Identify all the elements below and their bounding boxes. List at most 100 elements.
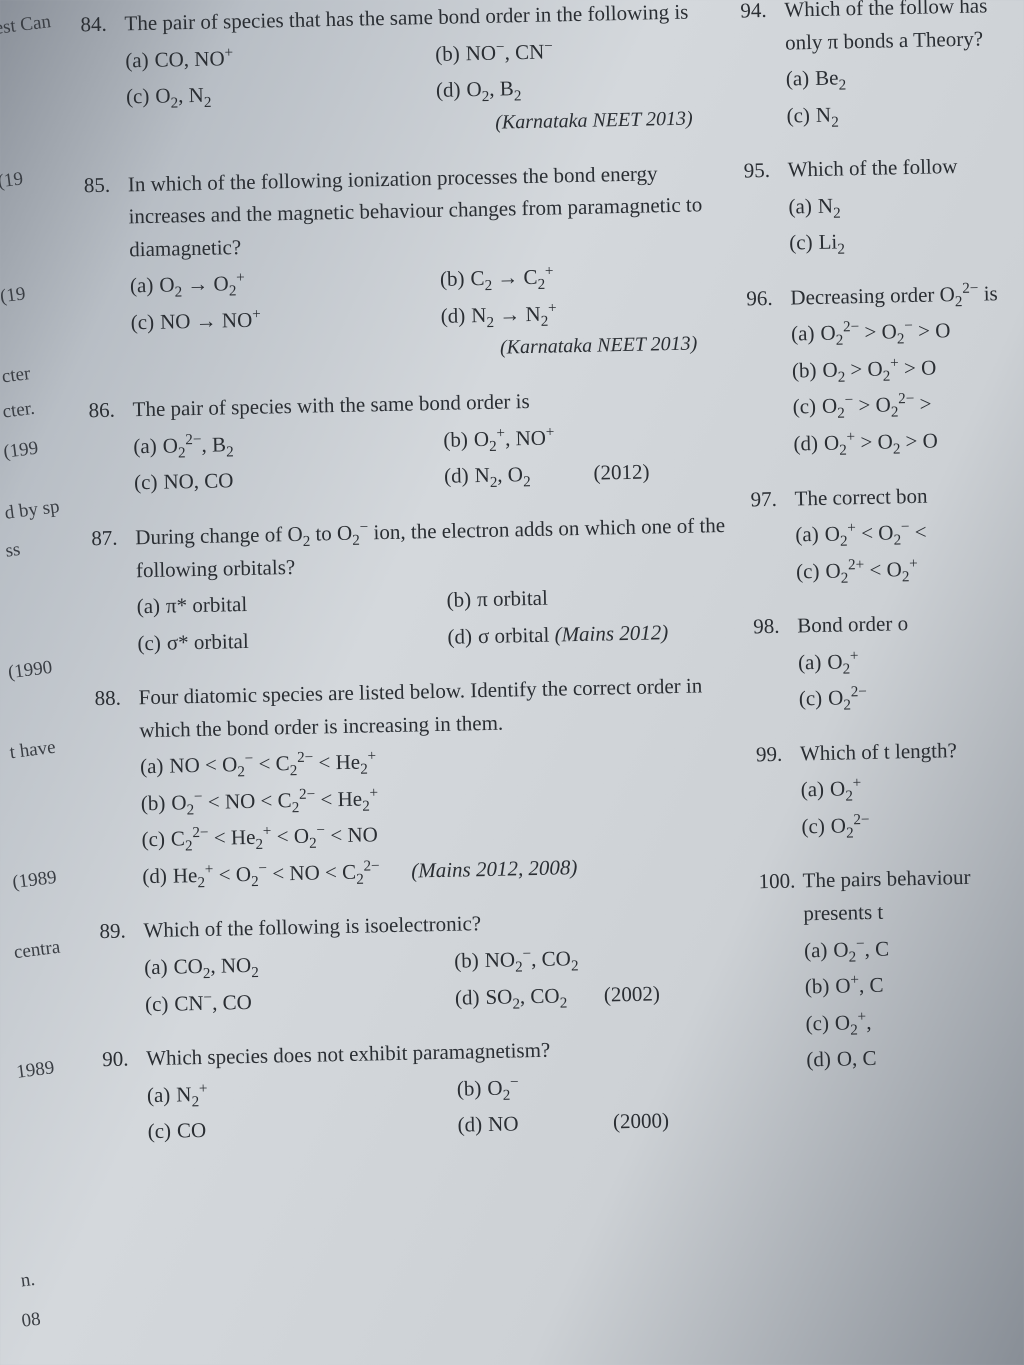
question-85: 85. In which of the following ionization… — [84, 156, 728, 373]
option: (c)O22+ < O2+ — [796, 551, 1013, 588]
option-label: (d) — [444, 460, 469, 493]
option-label: (d) — [806, 1043, 831, 1076]
option-label: (c) — [137, 626, 161, 659]
options: (a)O2+ < O2− <(c)O22+ < O2+ — [795, 514, 1012, 588]
adjacent-page-text: (199 — [2, 438, 39, 464]
option-text: CO, NO+ — [154, 42, 233, 76]
question-86: 86. The pair of species with the same bo… — [88, 381, 730, 500]
option-text: O2+ > O2 > O — [824, 424, 939, 459]
options: (a)O2−, C(b)O+, C(c)O2+,(d)O, C — [804, 929, 1023, 1076]
question-stem: Which of the follow has only π bonds a T… — [784, 0, 1001, 59]
option: (a)O2+ — [798, 642, 1015, 679]
right-column: 94. Which of the follow has only π bonds… — [740, 0, 1023, 1099]
adjacent-page-text: cter — [1, 363, 32, 388]
option-text: N2, O2 (2012) — [474, 456, 650, 492]
adjacent-page-text: n. — [20, 1269, 37, 1293]
option: (b)C2 → C2+ — [440, 257, 727, 296]
option-text: O2, B2 — [466, 72, 521, 106]
options: (a)O2+(c)O22− — [798, 642, 1015, 716]
option-text: O22−, B2 — [162, 428, 234, 462]
option-text: O22− — [828, 681, 867, 714]
question-100: 100. The pairs behaviour presents t (a)O… — [758, 860, 1022, 1077]
options: (a)NO < O2− < C22− < He2+(b)O2− < NO < C… — [140, 738, 739, 893]
option-label: (a) — [130, 269, 154, 302]
question-stem: During change of O2 to O2− ion, the elec… — [135, 509, 732, 587]
option-text: O2−, C — [833, 932, 889, 966]
option: (b)NO−, CN− — [435, 31, 722, 70]
question-94: 94. Which of the follow has only π bonds… — [740, 0, 1003, 133]
option: (c)NO, CO — [134, 461, 421, 500]
adjacent-page-text: (1989 — [11, 867, 58, 894]
option: (d)He2+ < O2− < NO < C22− (Mains 2012, 2… — [142, 848, 739, 893]
option: (c)O22− — [801, 806, 1018, 843]
option: (a)Be2 — [785, 58, 1002, 95]
option-text: C22− < He2+ < O2− < NO — [171, 819, 379, 856]
option-text: NO, CO — [163, 465, 234, 499]
option-label: (c) — [134, 466, 158, 499]
option-text: O22− > O2− > O — [820, 315, 951, 350]
option-text: N2 — [817, 189, 840, 222]
adjacent-page-text: (19 — [0, 283, 27, 308]
option-text: NO2−, CO2 — [484, 942, 578, 977]
question-stem: Four diatomic species are listed below. … — [138, 669, 735, 747]
options: (a)N2+(b)O2−(c)CO(d)NO (2000) — [147, 1066, 744, 1148]
option-label: (c) — [798, 682, 822, 715]
option: (d)NO (2000) — [457, 1103, 744, 1142]
option-text: O2+ < O2− < — [824, 516, 927, 551]
option: (a)O2 → O2+ — [130, 264, 417, 303]
option-text: CN−, CO — [174, 986, 252, 1020]
option-label: (d) — [457, 1108, 482, 1141]
option: (c)O22− — [798, 678, 1015, 715]
question-number: 96. — [746, 281, 794, 461]
option-label: (c) — [789, 226, 813, 259]
option: (b)O+, C — [805, 966, 1022, 1003]
question-stem: In which of the following ionization pro… — [128, 156, 726, 266]
option-text: SO2, CO2 (2002) — [485, 977, 660, 1013]
option: (a)O2−, C — [804, 929, 1021, 966]
adjacent-page-text: (1990 — [7, 657, 54, 684]
question-95: 95. Which of the follow (a)N2(c)Li2 — [743, 149, 1005, 260]
option: (a)π* orbital — [136, 584, 423, 623]
option-label: (a) — [125, 43, 149, 76]
option-text: O22− — [830, 809, 869, 842]
option: (c)σ* orbital — [137, 621, 424, 660]
option-text: NO → NO+ — [160, 303, 261, 338]
option-label: (d) — [447, 620, 472, 653]
option-text: Li2 — [818, 226, 845, 259]
option-text: He2+ < O2− < NO < C22− (Mains 2012, 2008… — [173, 851, 578, 892]
option: (d)O2, B2 — [436, 68, 723, 107]
option-text: O2− < NO < C22− < He2+ — [171, 782, 379, 819]
option-label: (d) — [455, 981, 480, 1014]
question-stem: Which of the follow — [787, 149, 1004, 186]
option-text: σ* orbital — [166, 625, 249, 659]
option-label: (a) — [140, 750, 164, 783]
page: 84. The pair of species that has the sam… — [0, 0, 1024, 1365]
option-label: (b) — [141, 787, 166, 820]
option-label: (b) — [443, 423, 468, 456]
option: (d)N2 → N2+ — [440, 294, 727, 333]
left-column: 84. The pair of species that has the sam… — [80, 0, 744, 1171]
question-number: 99. — [756, 737, 802, 844]
question-96: 96. Decreasing order O22− is (a)O22− > O… — [746, 277, 1010, 461]
option: (c)Li2 — [789, 222, 1006, 259]
adjacent-page-text: centra — [13, 937, 62, 965]
question-97: 97. The correct bon (a)O2+ < O2− <(c)O22… — [750, 478, 1012, 589]
options: (a)O22− > O2− > O(b)O2 > O2+ > O(c)O2− >… — [791, 313, 1010, 460]
option: (a)O2+ — [800, 769, 1017, 806]
option-text: O2− > O22− > — [822, 388, 932, 423]
options: (a)N2(c)Li2 — [788, 186, 1005, 260]
option: (a)N2+ — [147, 1073, 434, 1112]
adjacent-page-text: 1989 — [15, 1057, 55, 1084]
option: (a)CO, NO+ — [125, 38, 412, 77]
option-label: (b) — [435, 37, 460, 70]
option: (a)N2 — [788, 186, 1005, 223]
option: (d)SO2, CO2 (2002) — [455, 975, 742, 1014]
question-number: 84. — [80, 7, 127, 147]
option-text: CO — [177, 1114, 207, 1147]
option: (b)O2+, NO+ — [443, 418, 730, 457]
option-label: (c) — [786, 99, 810, 132]
option: (c)NO → NO+ — [130, 300, 417, 339]
option: (a)O22− > O2− > O — [791, 313, 1008, 350]
option-text: Be2 — [815, 61, 847, 94]
question-stem: Bond order o — [797, 605, 1014, 642]
